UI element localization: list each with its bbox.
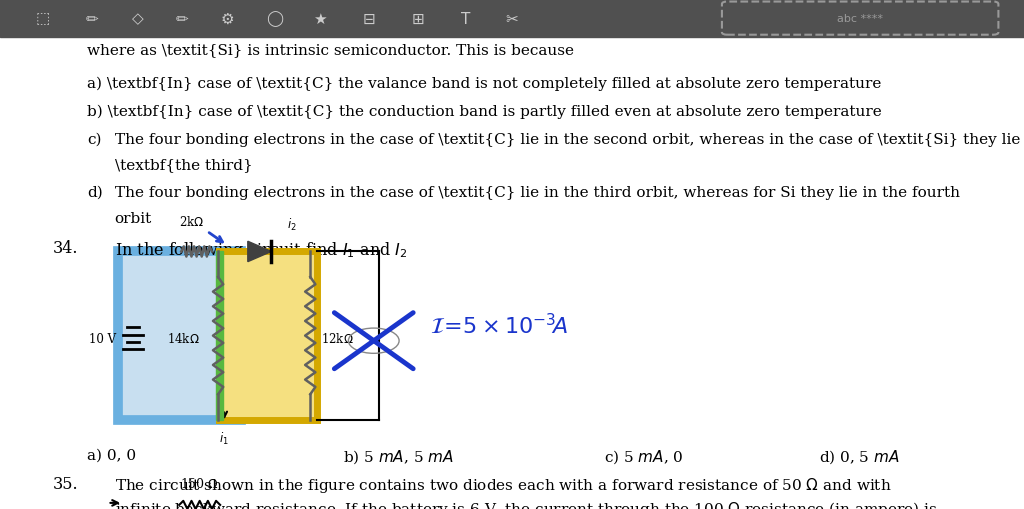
- Text: a) 0, 0: a) 0, 0: [87, 448, 136, 462]
- Text: b) 5 $mA$, 5 $mA$: b) 5 $mA$, 5 $mA$: [343, 448, 454, 466]
- Text: c) 5 $mA$, 0: c) 5 $mA$, 0: [604, 448, 684, 466]
- Text: c): c): [87, 132, 101, 146]
- Text: ⬚: ⬚: [36, 12, 50, 26]
- Bar: [215, 252, 223, 420]
- Text: ⊞: ⊞: [412, 12, 424, 26]
- Text: ⊟: ⊟: [362, 12, 375, 26]
- Text: The four bonding electrons in the case of \textit{C} lie in the third orbit, whe: The four bonding electrons in the case o…: [115, 186, 959, 200]
- Text: In the following circuit find $I_1$ and $I_2$: In the following circuit find $I_1$ and …: [115, 239, 408, 260]
- Text: orbit: orbit: [115, 211, 152, 225]
- Text: 35.: 35.: [53, 475, 79, 492]
- Text: The circuit shown in the figure contains two diodes each with a forward resistan: The circuit shown in the figure contains…: [115, 475, 891, 494]
- Text: abc ****: abc ****: [838, 14, 883, 24]
- Text: ◯: ◯: [266, 11, 283, 27]
- Text: where as \textit{Si} is intrinsic semiconductor. This is because: where as \textit{Si} is intrinsic semico…: [87, 43, 574, 57]
- Text: The four bonding electrons in the case of \textit{C} lie in the second orbit, wh: The four bonding electrons in the case o…: [115, 132, 1024, 146]
- Text: ⚙: ⚙: [220, 12, 234, 26]
- Text: 2k$\Omega$: 2k$\Omega$: [179, 215, 204, 229]
- Polygon shape: [248, 242, 271, 262]
- Text: d) 0, 5 $mA$: d) 0, 5 $mA$: [819, 448, 900, 466]
- Text: ✏: ✏: [176, 12, 188, 26]
- Text: \textbf{the third}: \textbf{the third}: [115, 158, 253, 172]
- Text: ✏: ✏: [86, 12, 98, 26]
- Text: 10 V: 10 V: [89, 332, 116, 345]
- Text: 150 $\Omega$: 150 $\Omega$: [180, 476, 219, 490]
- Text: $i_2$: $i_2$: [287, 216, 296, 233]
- Text: ★: ★: [312, 12, 327, 26]
- Text: ◇: ◇: [132, 12, 144, 26]
- Text: infinite backward resistance. If the battery is 6 V, the current through the 100: infinite backward resistance. If the bat…: [115, 499, 937, 509]
- Bar: [0, 0, 1024, 38]
- Text: 12k$\Omega$: 12k$\Omega$: [321, 331, 353, 346]
- Text: b) \textbf{In} case of \textit{C} the conduction band is partly filled even at a: b) \textbf{In} case of \textit{C} the co…: [87, 104, 882, 119]
- Text: ✂: ✂: [506, 12, 518, 26]
- Text: d): d): [87, 186, 102, 200]
- Text: $i_1$: $i_1$: [219, 430, 229, 446]
- Bar: [118, 252, 241, 420]
- Text: 34.: 34.: [53, 239, 79, 256]
- Text: 14k$\Omega$: 14k$\Omega$: [167, 331, 200, 346]
- Text: $\mathcal{I}\!=\!5\times10^{-3}\!A$: $\mathcal{I}\!=\!5\times10^{-3}\!A$: [430, 313, 568, 338]
- Bar: [219, 252, 317, 420]
- Text: a) \textbf{In} case of \textit{C} the valance band is not completely filled at a: a) \textbf{In} case of \textit{C} the va…: [87, 76, 882, 91]
- Text: T: T: [461, 12, 471, 26]
